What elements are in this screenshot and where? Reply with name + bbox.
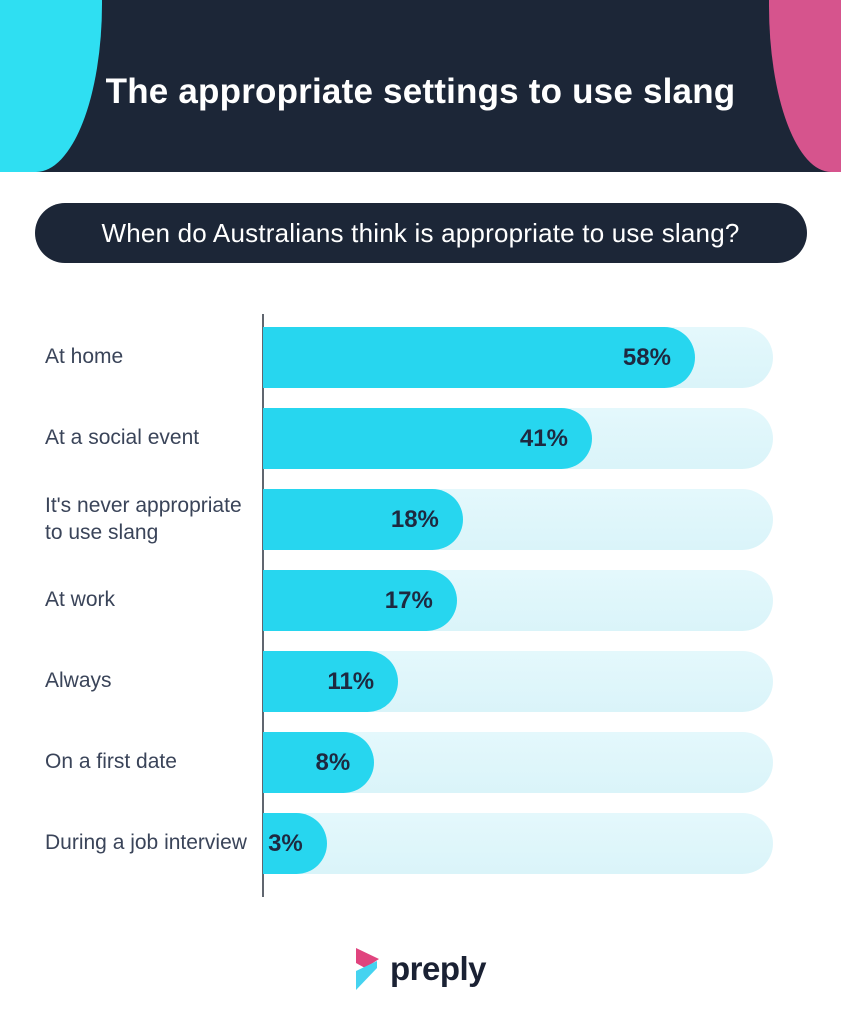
bar-fill: 41% — [263, 408, 592, 469]
bar-track: 41% — [263, 408, 773, 469]
bar-row: At work 17% — [45, 570, 841, 631]
bar-fill: 18% — [263, 489, 463, 550]
bar-track: 11% — [263, 651, 773, 712]
bar-value-label: 58% — [622, 343, 671, 371]
bar-row: During a job interview 3% — [45, 813, 841, 874]
bar-row: At home 58% — [45, 327, 841, 388]
bar-fill: 58% — [263, 327, 695, 388]
bar-value-label: 11% — [327, 667, 375, 695]
header-banner: The appropriate settings to use slang — [0, 0, 841, 172]
bar-row: At a social event 41% — [45, 408, 841, 469]
bar-track: 8% — [263, 732, 773, 793]
bar-track: 3% — [263, 813, 773, 874]
bar-value-label: 41% — [519, 424, 568, 452]
category-label: Always — [45, 669, 112, 693]
category-label: On a first date — [45, 750, 177, 774]
category-label: At a social event — [45, 426, 200, 450]
category-label: At work — [45, 588, 116, 612]
bar-track: 18% — [263, 489, 773, 550]
bar-value-label: 3% — [268, 829, 303, 857]
bar-track: 17% — [263, 570, 773, 631]
bar-value-label: 8% — [315, 748, 351, 776]
bar-track: 58% — [263, 327, 773, 388]
page-title: The appropriate settings to use slang — [105, 72, 736, 111]
bar-fill: 11% — [263, 651, 399, 712]
bar-fill: 8% — [263, 732, 375, 793]
chart-question-text: When do Australians think is appropriate… — [101, 217, 740, 248]
bar-row: It's never appropriate to use slang 18% — [45, 489, 841, 550]
footer: preply — [0, 945, 841, 993]
preply-logo-text: preply — [389, 950, 487, 987]
bar-fill: 3% — [263, 813, 327, 874]
bar-value-label: 17% — [384, 586, 433, 614]
bar-row: On a first date 8% — [45, 732, 841, 793]
bar-row: Always 11% — [45, 651, 841, 712]
category-label: At home — [45, 345, 124, 369]
category-label: It's never appropriate to use slang — [45, 494, 242, 544]
bar-rows: At home 58% At a social event 41% It's n… — [45, 327, 841, 874]
preply-logo-icon — [355, 948, 379, 990]
bar-chart: At home 58% At a social event 41% It's n… — [0, 314, 841, 897]
category-label: During a job interview — [45, 831, 247, 855]
bar-value-label: 18% — [390, 505, 439, 533]
bar-fill: 17% — [263, 570, 457, 631]
chart-question-pill: When do Australians think is appropriate… — [34, 203, 807, 263]
